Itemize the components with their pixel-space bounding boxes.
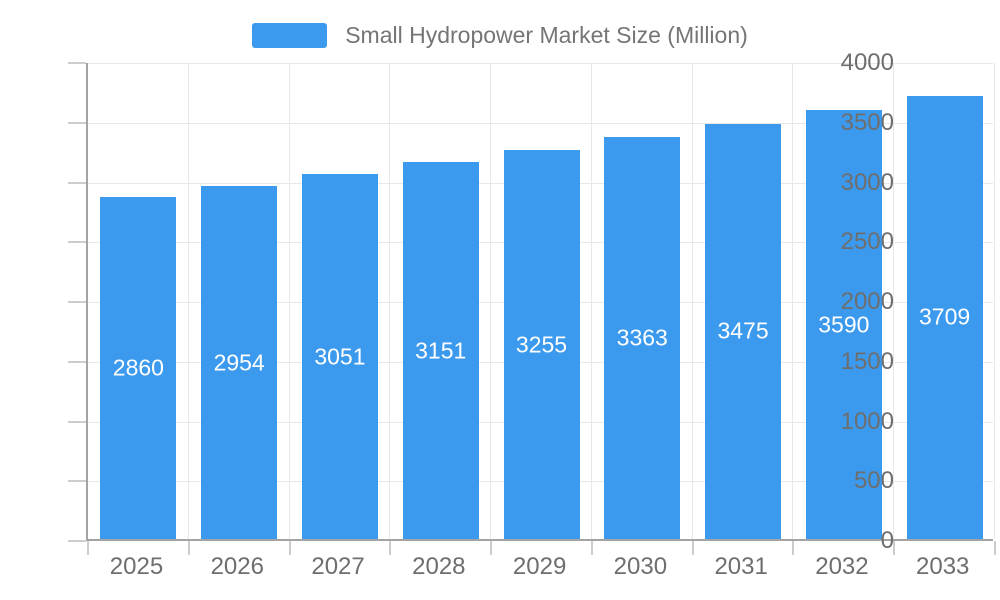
- bar-value-label: 2860: [112, 354, 164, 381]
- y-axis-label: 500: [853, 467, 894, 495]
- y-axis-tick: [68, 480, 86, 483]
- y-axis-tick: [68, 360, 86, 363]
- x-axis-tick: [893, 541, 896, 555]
- bar-value-label: 3590: [818, 311, 870, 337]
- plot-area: 2860 2954 3051 3151 3255 3363 3475 3590 3709: [68, 62, 996, 555]
- gridline-vertical: [187, 63, 189, 539]
- bar[interactable]: 3051: [301, 174, 378, 539]
- x-axis-label: 2032: [815, 553, 869, 580]
- bar-value-label: 3051: [314, 343, 366, 370]
- gridline-horizontal: [88, 63, 993, 64]
- x-axis-label: 2033: [916, 553, 970, 580]
- x-axis-label: 2027: [311, 553, 365, 580]
- gridline-vertical: [490, 63, 492, 539]
- bar[interactable]: 2954: [201, 186, 278, 539]
- x-axis-label: 2030: [613, 553, 668, 580]
- gridline-vertical: [792, 63, 794, 539]
- legend-label: Small Hydropower Market Size (Million): [345, 21, 748, 48]
- y-axis-label: 3500: [840, 108, 894, 136]
- y-axis-tick: [68, 241, 86, 244]
- y-axis-tick: [68, 540, 86, 542]
- legend-swatch-icon: [252, 22, 328, 48]
- y-axis-label: 1500: [840, 347, 894, 375]
- x-axis-label: 2025: [109, 553, 164, 580]
- x-axis-tick: [691, 541, 694, 555]
- bar-value-label: 3363: [616, 324, 668, 351]
- x-axis-tick: [288, 541, 291, 555]
- bar[interactable]: 3255: [503, 150, 580, 539]
- gridline-vertical: [389, 63, 391, 539]
- y-axis-label: 2500: [840, 228, 894, 256]
- y-axis-label: 4000: [840, 49, 894, 76]
- x-axis-label: 2029: [512, 553, 567, 580]
- legend-item[interactable]: Small Hydropower Market Size (Million): [0, 20, 1000, 50]
- bar-value-label: 2954: [213, 349, 265, 375]
- y-axis-label: 2000: [840, 288, 894, 315]
- gridline-vertical: [691, 63, 693, 539]
- x-axis-tick: [87, 541, 89, 555]
- x-axis-tick: [792, 541, 795, 555]
- y-axis-tick: [68, 62, 86, 64]
- gridline-vertical: [893, 63, 895, 539]
- bar[interactable]: 2860: [100, 197, 177, 539]
- y-axis-label: 0: [880, 527, 894, 554]
- x-axis-label: 2031: [714, 553, 768, 580]
- bar-value-label: 3151: [415, 337, 467, 364]
- y-axis-tick: [68, 121, 86, 124]
- y-axis-tick: [68, 301, 86, 303]
- gridline-vertical: [994, 63, 995, 539]
- bar-value-label: 3709: [919, 303, 971, 330]
- bar[interactable]: 3363: [604, 137, 681, 539]
- gridline-horizontal: [88, 122, 993, 124]
- bar[interactable]: 3151: [402, 162, 479, 539]
- bar[interactable]: 3709: [906, 95, 983, 539]
- x-axis-tick: [590, 541, 593, 555]
- x-axis-label: 2026: [210, 553, 264, 580]
- bar[interactable]: 3475: [705, 123, 782, 539]
- bar-value-label: 3255: [515, 331, 568, 358]
- y-axis-tick: [68, 420, 86, 423]
- y-axis-tick: [68, 181, 86, 184]
- x-axis-tick: [490, 541, 493, 555]
- gridline-vertical: [590, 63, 592, 539]
- y-axis-label: 3000: [840, 168, 894, 196]
- y-axis-label: 1000: [840, 407, 894, 435]
- x-axis-tick: [994, 541, 996, 555]
- x-axis-label: 2028: [412, 553, 466, 580]
- gridline-vertical: [288, 63, 290, 539]
- x-axis-tick: [187, 541, 190, 555]
- x-axis-tick: [389, 541, 392, 555]
- bar[interactable]: 3590: [805, 110, 882, 539]
- bar-value-label: 3475: [717, 317, 769, 344]
